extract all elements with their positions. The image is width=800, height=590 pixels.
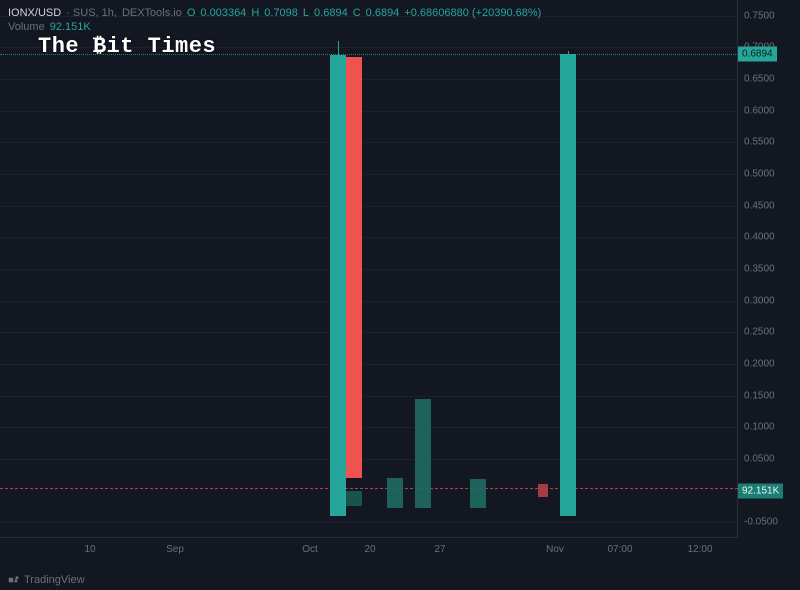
gridline bbox=[0, 459, 738, 460]
last-price-badge: 0.6894 bbox=[738, 47, 777, 62]
y-tick-label: 0.5500 bbox=[744, 137, 775, 148]
x-tick-label: Oct bbox=[302, 544, 318, 555]
y-tick-label: 0.7500 bbox=[744, 10, 775, 21]
symbol[interactable]: IONX/USD bbox=[8, 6, 61, 20]
x-tick-label: Nov bbox=[546, 544, 564, 555]
volume-label: Volume bbox=[8, 20, 45, 34]
tradingview-label: TradingView bbox=[24, 574, 85, 586]
open-price-line bbox=[0, 488, 738, 489]
y-tick-label: 0.3500 bbox=[744, 264, 775, 275]
y-tick-label: 0.3000 bbox=[744, 295, 775, 306]
y-tick-label: 0.5000 bbox=[744, 169, 775, 180]
price-chart[interactable] bbox=[0, 0, 738, 538]
y-tick-label: 0.4000 bbox=[744, 232, 775, 243]
ohlc-change: +0.68606880 (+20390.68%) bbox=[404, 6, 541, 20]
gridline bbox=[0, 111, 738, 112]
x-tick-label: 10 bbox=[84, 544, 95, 555]
y-tick-label: 0.2000 bbox=[744, 358, 775, 369]
gridline bbox=[0, 206, 738, 207]
gridline bbox=[0, 427, 738, 428]
y-tick-label: 0.1500 bbox=[744, 390, 775, 401]
y-tick-label: 0.2500 bbox=[744, 327, 775, 338]
y-tick-label: 0.0500 bbox=[744, 453, 775, 464]
volume-bar bbox=[387, 478, 403, 508]
price-bar bbox=[560, 54, 576, 516]
ohlc-l: 0.6894 bbox=[314, 6, 348, 20]
ohlc-o-label: O bbox=[187, 6, 196, 20]
volume-bar bbox=[538, 484, 548, 497]
ohlc-o: 0.003364 bbox=[200, 6, 246, 20]
y-tick-label: 0.1000 bbox=[744, 422, 775, 433]
gridline bbox=[0, 237, 738, 238]
chart-header: IONX/USD · SUS, 1h, DEXTools.io O 0.00336… bbox=[8, 6, 541, 34]
x-tick-label: 12:00 bbox=[687, 544, 712, 555]
chart-container: IONX/USD · SUS, 1h, DEXTools.io O 0.00336… bbox=[0, 0, 800, 590]
candle-wick bbox=[338, 41, 339, 55]
y-tick-label: 0.6500 bbox=[744, 74, 775, 85]
y-tick-label: -0.0500 bbox=[744, 517, 778, 528]
price-bar bbox=[330, 55, 346, 516]
x-tick-label: Sep bbox=[166, 544, 184, 555]
tradingview-icon bbox=[8, 574, 20, 586]
volume-bar bbox=[415, 399, 431, 508]
gridline bbox=[0, 142, 738, 143]
volume-value: 92.151K bbox=[50, 20, 91, 34]
source: DEXTools.io bbox=[122, 6, 182, 20]
gridline bbox=[0, 522, 738, 523]
y-tick-label: 0.6000 bbox=[744, 105, 775, 116]
ohlc-h-label: H bbox=[251, 6, 259, 20]
ohlc-c-label: C bbox=[353, 6, 361, 20]
x-tick-label: 07:00 bbox=[607, 544, 632, 555]
y-tick-label: 0.4500 bbox=[744, 200, 775, 211]
volume-badge: 92.151K bbox=[738, 483, 783, 498]
gridline bbox=[0, 301, 738, 302]
gridline bbox=[0, 396, 738, 397]
ohlc-c: 0.6894 bbox=[366, 6, 400, 20]
x-axis[interactable]: 10 Sep Oct 20 27 Nov 07:00 12:00 bbox=[0, 538, 738, 572]
tradingview-brand[interactable]: TradingView bbox=[8, 574, 85, 586]
gridline bbox=[0, 174, 738, 175]
price-bar bbox=[346, 57, 362, 478]
ohlc-l-label: L bbox=[303, 6, 309, 20]
watermark-text: The ₿it Times bbox=[38, 34, 216, 59]
gridline bbox=[0, 79, 738, 80]
volume-bar bbox=[470, 479, 486, 508]
gridline bbox=[0, 332, 738, 333]
ohlc-h: 0.7098 bbox=[264, 6, 298, 20]
timeframe: · SUS, 1h, bbox=[66, 6, 117, 20]
x-tick-label: 20 bbox=[364, 544, 375, 555]
x-tick-label: 27 bbox=[434, 544, 445, 555]
gridline bbox=[0, 364, 738, 365]
y-axis[interactable]: 0.75000.70000.65000.60000.55000.50000.45… bbox=[738, 0, 800, 538]
gridline bbox=[0, 269, 738, 270]
